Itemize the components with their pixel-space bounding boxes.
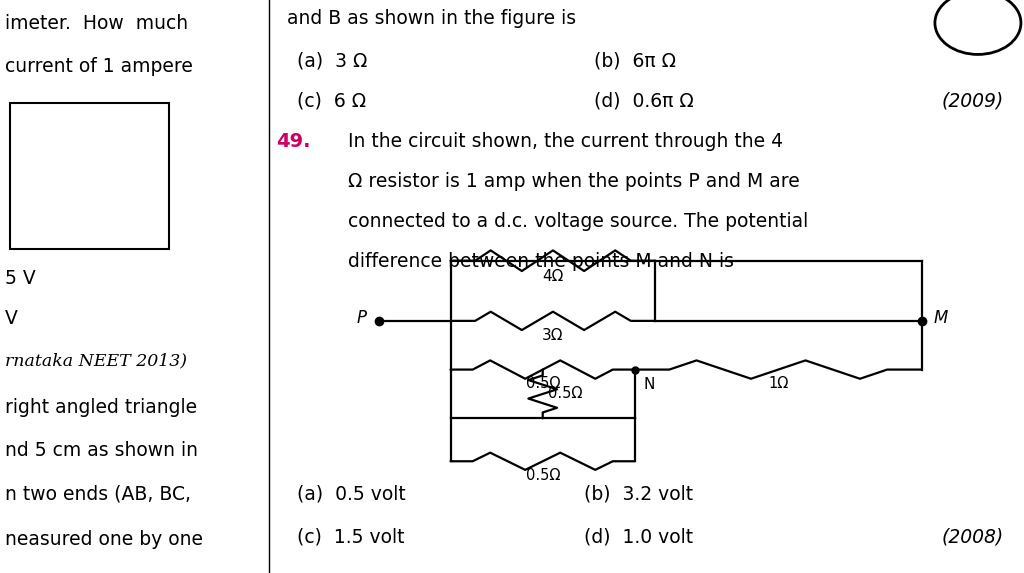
Text: (d)  1.0 volt: (d) 1.0 volt: [584, 527, 693, 546]
Text: M: M: [934, 309, 948, 327]
Text: In the circuit shown, the current through the 4: In the circuit shown, the current throug…: [348, 132, 783, 151]
Text: 0.5Ω: 0.5Ω: [525, 468, 560, 483]
Text: imeter.  How  much: imeter. How much: [5, 14, 188, 33]
Text: (d)  0.6π Ω: (d) 0.6π Ω: [594, 92, 693, 111]
Text: 3Ω: 3Ω: [543, 328, 563, 343]
Text: V: V: [5, 309, 18, 328]
Text: (2009): (2009): [941, 92, 1004, 111]
Text: current of 1 ampere: current of 1 ampere: [5, 57, 193, 76]
Text: 0.5Ω: 0.5Ω: [525, 376, 560, 391]
Text: (b)  6π Ω: (b) 6π Ω: [594, 52, 676, 70]
Text: (c)  6 Ω: (c) 6 Ω: [297, 92, 367, 111]
Text: 1Ω: 1Ω: [768, 376, 788, 391]
Text: difference between the points M and N is: difference between the points M and N is: [348, 252, 734, 271]
FancyBboxPatch shape: [10, 103, 169, 249]
Text: right angled triangle: right angled triangle: [5, 398, 198, 417]
Text: rnataka NEET 2013): rnataka NEET 2013): [5, 352, 187, 370]
Text: n two ends (AB, BC,: n two ends (AB, BC,: [5, 484, 191, 503]
Text: (b)  3.2 volt: (b) 3.2 volt: [584, 484, 693, 503]
Text: (a)  0.5 volt: (a) 0.5 volt: [297, 484, 406, 503]
Text: and B as shown in the figure is: and B as shown in the figure is: [287, 9, 575, 28]
Text: (a)  3 Ω: (a) 3 Ω: [297, 52, 368, 70]
Text: (c)  1.5 volt: (c) 1.5 volt: [297, 527, 404, 546]
Text: 4Ω: 4Ω: [543, 269, 563, 284]
Text: connected to a d.c. voltage source. The potential: connected to a d.c. voltage source. The …: [348, 212, 808, 231]
Text: N: N: [643, 377, 654, 392]
Text: (2008): (2008): [941, 527, 1004, 546]
Text: Ω resistor is 1 amp when the points P and M are: Ω resistor is 1 amp when the points P an…: [348, 172, 800, 191]
Text: nd 5 cm as shown in: nd 5 cm as shown in: [5, 441, 198, 460]
Text: P: P: [356, 309, 367, 327]
Text: 0.5Ω: 0.5Ω: [548, 386, 583, 402]
Text: neasured one by one: neasured one by one: [5, 530, 203, 549]
Text: 5 V: 5 V: [5, 269, 36, 288]
Text: 49.: 49.: [276, 132, 311, 151]
